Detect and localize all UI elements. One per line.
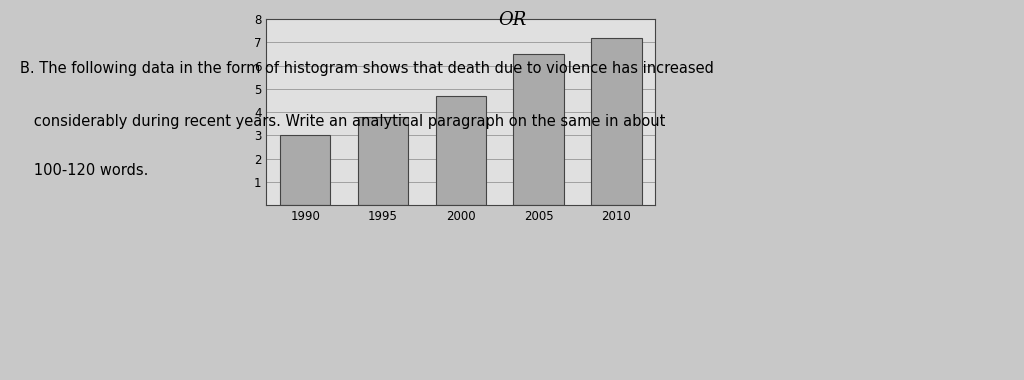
Text: considerably during recent years. Write an analytical paragraph on the same in a: considerably during recent years. Write …	[20, 114, 666, 129]
Bar	[513, 54, 564, 205]
Bar	[591, 38, 642, 205]
Bar	[357, 117, 409, 205]
Bar	[435, 96, 486, 205]
Bar	[280, 135, 331, 205]
Text: B. The following data in the form of histogram shows that death due to violence : B. The following data in the form of his…	[20, 61, 715, 76]
Text: OR: OR	[498, 11, 526, 29]
Text: 100-120 words.: 100-120 words.	[20, 163, 148, 178]
